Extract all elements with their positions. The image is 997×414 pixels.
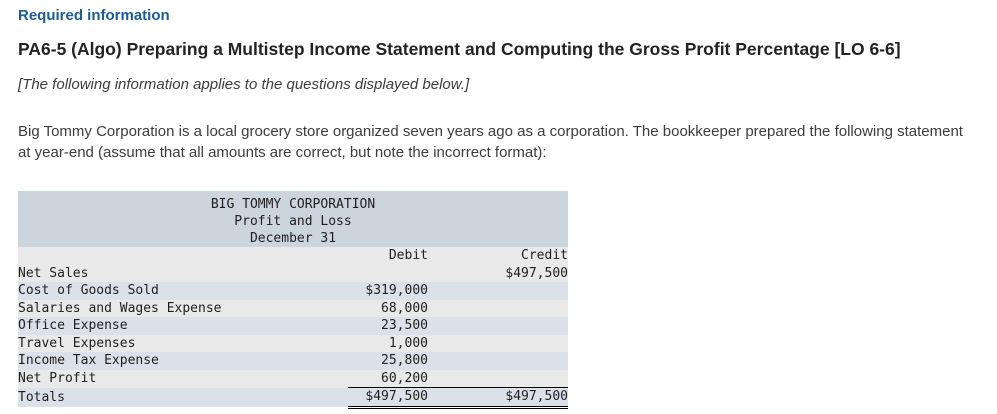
credit-amount: $497,500 [505,265,568,281]
account-label: Cost of Goods Sold [18,283,159,298]
debit-amount: 68,000 [381,300,428,316]
account-label: Totals [18,389,65,405]
account-label: Office Expense [18,318,128,333]
debit-amount: 25,800 [381,353,428,368]
credit-amount [428,335,568,353]
debit-amount: $497,500 [348,387,428,409]
statement-row: Net Sales $497,500 [18,264,568,283]
debit-amount: 1,000 [388,335,428,351]
statement-header: BIG TOMMY CORPORATION Profit and Loss De… [18,191,568,247]
statement-row: Income Tax Expense 25,800 [18,352,568,370]
totals-row: Totals $497,500 $497,500 [18,387,568,409]
credit-amount [428,300,568,318]
statement-date: December 31 [249,231,337,246]
debit-column-header: Debit [388,248,428,263]
credit-column-header: Credit [521,248,568,263]
credit-amount: $497,500 [428,387,568,409]
credit-amount [428,352,568,370]
account-label: Net Sales [18,265,89,281]
debit-amount: 23,500 [381,318,428,333]
account-label: Income Tax Expense [18,353,159,368]
statement-row: Travel Expenses 1,000 [18,334,568,353]
profit-and-loss-statement: BIG TOMMY CORPORATION Profit and Loss De… [18,191,568,409]
debit-amount: 60,200 [381,370,428,386]
statement-row: Office Expense 23,500 [18,317,568,335]
info-note: [The following information applies to th… [18,76,470,93]
problem-description: Big Tommy Corporation is a local grocery… [18,123,963,161]
account-label: Net Profit [18,370,97,386]
debit-amount [348,265,428,283]
statement-row: Salaries and Wages Expense 68,000 [18,299,568,318]
credit-amount [428,370,568,388]
account-label: Travel Expenses [18,335,136,351]
statement-row: Net Profit 60,200 [18,369,568,388]
required-information-label: Required information [18,7,170,24]
statement-title: Profit and Loss [234,214,352,229]
problem-title: PA6-5 (Algo) Preparing a Multistep Incom… [18,39,901,59]
account-column-header [18,247,348,265]
statement-row: Cost of Goods Sold $319,000 [18,282,568,300]
company-name: BIG TOMMY CORPORATION [210,197,376,212]
column-header-row: Debit Credit [18,247,568,265]
debit-amount: $319,000 [365,283,428,298]
account-label: Salaries and Wages Expense [18,300,222,316]
credit-amount [428,282,568,300]
statement-table: Debit Credit Net Sales $497,500 Cost of Go… [18,247,568,409]
credit-amount [428,317,568,335]
